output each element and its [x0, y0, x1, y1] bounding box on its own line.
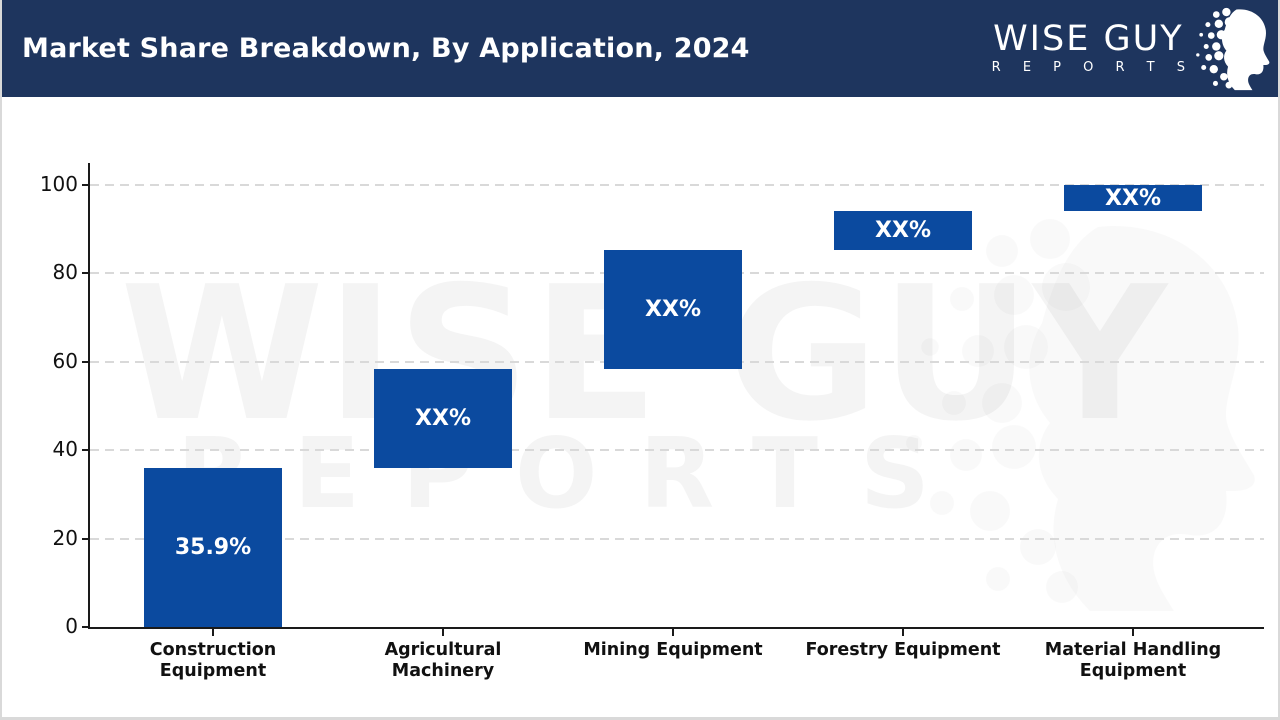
bar-value-label-mining-equipment: XX%: [645, 297, 701, 323]
logo-face-icon: [1196, 7, 1270, 90]
y-axis-tick-mark-100: [82, 184, 90, 186]
watermark-face-dots: [882, 185, 1262, 645]
bar-construction-equipment: 35.9%: [144, 468, 282, 627]
bar-material-handling-equipment: XX%: [1064, 185, 1202, 212]
y-axis-tick-label-60: 60: [52, 348, 78, 373]
y-axis-spine: [88, 163, 90, 629]
page-title: Market Share Breakdown, By Application, …: [22, 33, 750, 64]
y-axis-tick-mark-0: [82, 626, 90, 628]
bar-agricultural-machinery: XX%: [374, 368, 512, 469]
bar-value-label-material-handling-equipment: XX%: [1105, 185, 1161, 211]
x-axis-tick-mark-forestry-equipment: [902, 629, 904, 636]
gridline-20: [90, 537, 1264, 540]
y-axis-tick-mark-60: [82, 360, 90, 363]
x-axis-category-label-forestry-equipment: Forestry Equipment: [805, 640, 1001, 660]
x-axis-category-label-material-handling-equipment: Material Handling Equipment: [1044, 640, 1222, 681]
x-axis-category-label-mining-equipment: Mining Equipment: [583, 640, 763, 660]
y-axis-tick-label-40: 40: [52, 437, 78, 462]
logo-wordmark: WISE GUY: [993, 19, 1184, 59]
y-axis-tick-label-0: 0: [65, 614, 78, 638]
y-axis-tick-mark-20: [82, 537, 90, 540]
x-axis-spine: [88, 627, 1264, 629]
y-axis-tick-label-80: 80: [52, 260, 78, 285]
bar-value-label-agricultural-machinery: XX%: [415, 406, 471, 432]
y-axis-tick-mark-40: [82, 449, 90, 452]
x-axis-category-label-agricultural-machinery: Agricultural Machinery: [384, 640, 502, 681]
y-axis-tick-mark-80: [82, 272, 90, 275]
x-axis-tick-mark-material-handling-equipment: [1132, 629, 1134, 636]
y-axis-tick-label-20: 20: [52, 525, 78, 550]
wise-guy-reports-logo: WISE GUY R E P O R T S: [983, 7, 1278, 91]
x-axis-tick-mark-construction-equipment: [212, 629, 214, 636]
bar-value-label-construction-equipment: 35.9%: [174, 535, 252, 561]
logo-subtitle: R E P O R T S: [991, 60, 1194, 75]
x-axis-tick-mark-agricultural-machinery: [442, 629, 444, 636]
logo-text: WISE GUY R E P O R T S: [983, 19, 1194, 76]
gridline-40: [90, 449, 1264, 452]
x-axis-category-label-construction-equipment: Construction Equipment: [149, 640, 277, 681]
gridline-100: [90, 184, 1264, 186]
header-bar: Market Share Breakdown, By Application, …: [2, 0, 1278, 97]
bar-value-label-forestry-equipment: XX%: [875, 218, 931, 244]
y-axis-tick-label-100: 100: [39, 172, 78, 196]
bar-forestry-equipment: XX%: [834, 211, 972, 251]
bar-mining-equipment: XX%: [604, 250, 742, 369]
x-axis-tick-mark-mining-equipment: [672, 629, 674, 636]
